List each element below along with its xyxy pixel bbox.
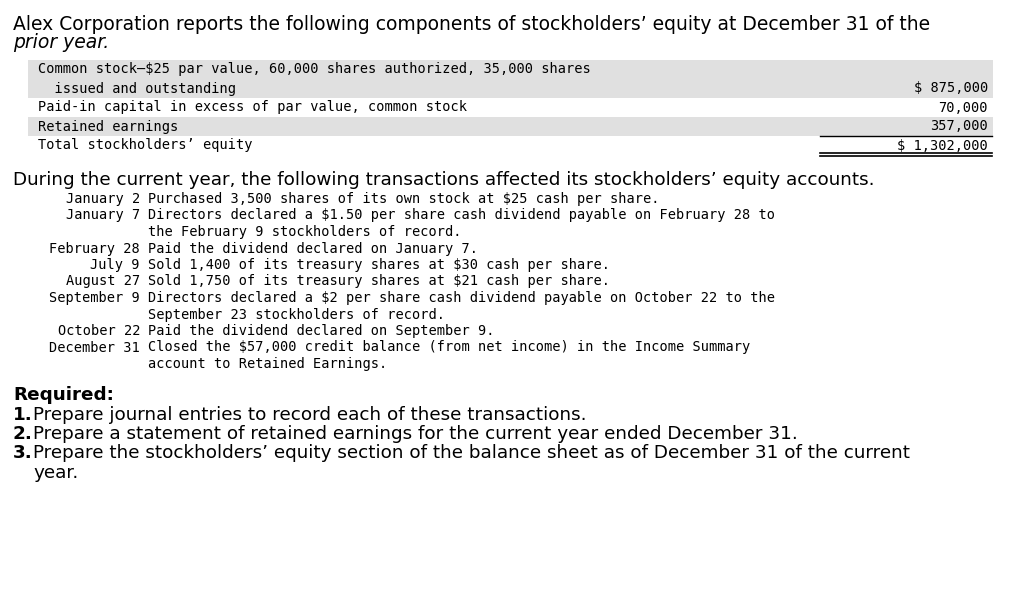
Text: the February 9 stockholders of record.: the February 9 stockholders of record. xyxy=(148,225,462,239)
Text: Paid-in capital in excess of par value, common stock: Paid-in capital in excess of par value, … xyxy=(38,100,467,115)
Text: September 23 stockholders of record.: September 23 stockholders of record. xyxy=(148,307,445,322)
Text: 2.: 2. xyxy=(13,425,32,443)
Text: Prepare the stockholders’ equity section of the balance sheet as of December 31 : Prepare the stockholders’ equity section… xyxy=(33,445,910,463)
Text: September 9: September 9 xyxy=(50,291,140,305)
Text: February 28: February 28 xyxy=(50,241,140,256)
Text: 3.: 3. xyxy=(13,445,32,463)
Bar xyxy=(28,60,993,79)
Text: Alex Corporation reports the following components of stockholders’ equity at Dec: Alex Corporation reports the following c… xyxy=(13,15,930,34)
Text: Closed the $57,000 credit balance (from net income) in the Income Summary: Closed the $57,000 credit balance (from … xyxy=(148,340,751,355)
Text: Directors declared a $1.50 per share cash dividend payable on February 28 to: Directors declared a $1.50 per share cas… xyxy=(148,208,775,223)
Text: Total stockholders’ equity: Total stockholders’ equity xyxy=(38,139,252,152)
Text: 70,000: 70,000 xyxy=(938,100,988,115)
Text: Purchased 3,500 shares of its own stock at $25 cash per share.: Purchased 3,500 shares of its own stock … xyxy=(148,192,659,206)
Text: $ 875,000: $ 875,000 xyxy=(914,82,988,95)
Text: Required:: Required: xyxy=(13,385,113,403)
Text: January 7: January 7 xyxy=(66,208,140,223)
Text: December 31: December 31 xyxy=(50,340,140,355)
Text: Sold 1,400 of its treasury shares at $30 cash per share.: Sold 1,400 of its treasury shares at $30… xyxy=(148,258,610,272)
Text: August 27: August 27 xyxy=(66,275,140,289)
Text: Directors declared a $2 per share cash dividend payable on October 22 to the: Directors declared a $2 per share cash d… xyxy=(148,291,775,305)
Text: year.: year. xyxy=(33,464,78,482)
Text: prior year.: prior year. xyxy=(13,33,109,52)
Text: Sold 1,750 of its treasury shares at $21 cash per share.: Sold 1,750 of its treasury shares at $21… xyxy=(148,275,610,289)
Text: 357,000: 357,000 xyxy=(930,119,988,133)
Text: Prepare a statement of retained earnings for the current year ended December 31.: Prepare a statement of retained earnings… xyxy=(33,425,798,443)
Text: account to Retained Earnings.: account to Retained Earnings. xyxy=(148,357,387,371)
Text: $ 1,302,000: $ 1,302,000 xyxy=(898,139,988,152)
Text: 1.: 1. xyxy=(13,406,32,424)
Text: Paid the dividend declared on January 7.: Paid the dividend declared on January 7. xyxy=(148,241,478,256)
Text: Paid the dividend declared on September 9.: Paid the dividend declared on September … xyxy=(148,324,494,338)
Text: Retained earnings: Retained earnings xyxy=(38,119,178,133)
Text: issued and outstanding: issued and outstanding xyxy=(38,82,236,95)
Text: Prepare journal entries to record each of these transactions.: Prepare journal entries to record each o… xyxy=(33,406,587,424)
Text: During the current year, the following transactions affected its stockholders’ e: During the current year, the following t… xyxy=(13,171,874,189)
Text: July 9: July 9 xyxy=(90,258,140,272)
Text: Common stock–$25 par value, 60,000 shares authorized, 35,000 shares: Common stock–$25 par value, 60,000 share… xyxy=(38,62,591,76)
Text: October 22: October 22 xyxy=(58,324,140,338)
Text: January 2: January 2 xyxy=(66,192,140,206)
Bar xyxy=(28,117,993,136)
Bar xyxy=(28,79,993,98)
